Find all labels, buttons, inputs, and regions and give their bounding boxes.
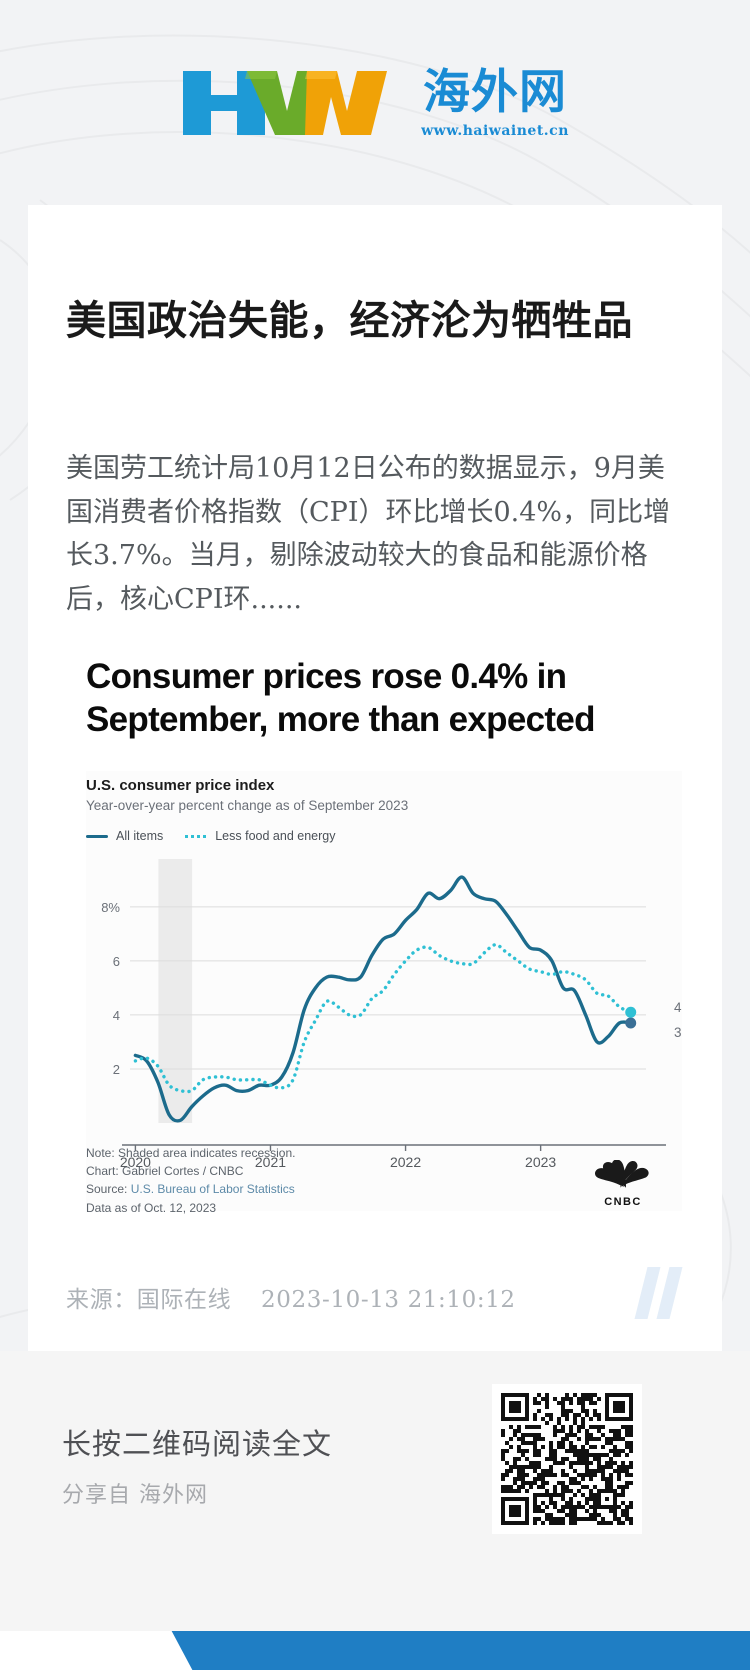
chart-source-prefix: Source: bbox=[86, 1182, 131, 1197]
peacock-icon bbox=[594, 1159, 649, 1188]
svg-text:4.1%: 4.1% bbox=[674, 1001, 682, 1016]
qr-code[interactable] bbox=[492, 1384, 642, 1534]
cnbc-wordmark: CNBC bbox=[604, 1196, 642, 1208]
cnbc-logo: CNBC bbox=[586, 1159, 660, 1208]
legend-swatch-dotted-icon bbox=[185, 834, 208, 838]
svg-text:2022: 2022 bbox=[390, 1154, 421, 1170]
svg-text:6: 6 bbox=[113, 954, 120, 969]
svg-text:2023: 2023 bbox=[525, 1154, 556, 1170]
footer-text-block: 长按二维码阅读全文 分享自 海外网 bbox=[62, 1421, 332, 1509]
chart-source-link[interactable]: U.S. Bureau of Labor Statistics bbox=[130, 1182, 295, 1197]
brand-url: www.haiwainet.cn bbox=[421, 122, 569, 139]
legend-item-less-food-energy[interactable]: Less food and energy bbox=[185, 829, 335, 843]
article-timestamp: 2023-10-13 21:10:12 bbox=[261, 1287, 516, 1313]
footer-cta: 长按二维码阅读全文 bbox=[62, 1427, 333, 1461]
chart-note-recession: Note: Shaded area indicates recession. bbox=[86, 1146, 296, 1160]
legend-item-all-items[interactable]: All items bbox=[86, 829, 163, 843]
svg-text:3.7%: 3.7% bbox=[674, 1025, 682, 1040]
chart-title: U.S. consumer price index bbox=[86, 777, 275, 795]
article-source-line: 来源：国际在线 2023-10-13 21:10:12 bbox=[66, 1280, 516, 1314]
legend-swatch-solid-icon bbox=[86, 834, 108, 838]
figure-headline: Consumer prices rose 0.4% in September, … bbox=[86, 657, 595, 739]
article-summary: 美国劳工统计局10月12日公布的数据显示，9月美国消费者价格指数（CPI）环比增… bbox=[66, 453, 671, 616]
article-card[interactable]: 美国政治失能，经济沦为牺牲品 美国劳工统计局10月12日公布的数据显示，9月美国… bbox=[28, 205, 722, 1351]
svg-text:4: 4 bbox=[113, 1008, 120, 1023]
chart-credit: Chart: Gabriel Cortes / CNBC bbox=[86, 1164, 244, 1179]
svg-text:2: 2 bbox=[113, 1062, 120, 1077]
chart-data-as-of: Data as of Oct. 12, 2023 bbox=[86, 1200, 217, 1215]
chart-container: U.S. consumer price index Year-over-year… bbox=[86, 771, 682, 1212]
site-brand-header: 海外网 www.haiwainet.cn bbox=[0, 0, 750, 205]
svg-text:2020: 2020 bbox=[120, 1154, 151, 1170]
quote-mark-decoration bbox=[634, 1267, 683, 1319]
footer-share-from: 分享自 海外网 bbox=[62, 1483, 208, 1508]
legend-label-all-items: All items bbox=[116, 829, 164, 844]
cnbc-chart-figure: Consumer prices rose 0.4% in September, … bbox=[62, 648, 682, 1263]
hww-logo-icon bbox=[181, 67, 411, 139]
chart-footnotes: Note: Shaded area indicates recession. C… bbox=[86, 1144, 526, 1217]
article-headline: 美国政治失能，经济沦为牺牲品 bbox=[66, 296, 633, 344]
brand-name-block: 海外网 www.haiwainet.cn bbox=[421, 69, 569, 139]
bar-segment-blue bbox=[140, 1631, 750, 1670]
chart-legend: All items Less food and energy bbox=[86, 829, 682, 843]
brand-name-cn: 海外网 bbox=[422, 64, 567, 120]
share-footer: 长按二维码阅读全文 分享自 海外网 bbox=[0, 1351, 750, 1631]
article-source: 来源：国际在线 bbox=[66, 1287, 232, 1313]
chart-source: Source: U.S. Bureau of Labor Statistics bbox=[86, 1180, 526, 1198]
legend-label-less-food-energy: Less food and energy bbox=[215, 829, 336, 844]
chart-subtitle: Year-over-year percent change as of Sept… bbox=[86, 798, 409, 814]
svg-text:2021: 2021 bbox=[255, 1154, 286, 1170]
chart-plot-area: 2 4 6 8% 2020 2021 2022 2023 4.1% 3.7% bbox=[86, 851, 682, 1171]
bottom-accent-bar bbox=[0, 1631, 750, 1670]
svg-text:8%: 8% bbox=[101, 900, 120, 915]
